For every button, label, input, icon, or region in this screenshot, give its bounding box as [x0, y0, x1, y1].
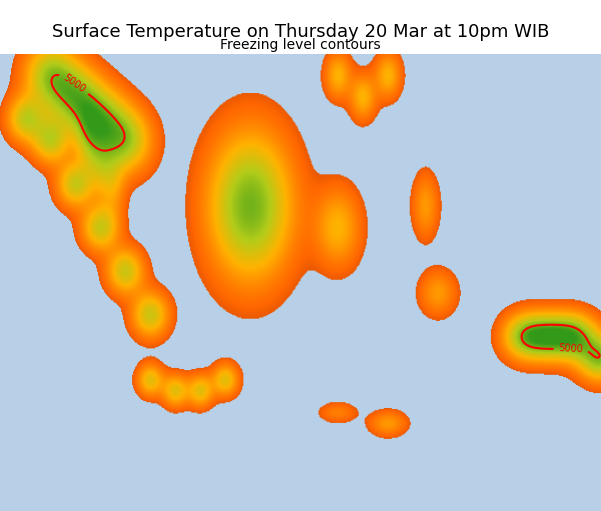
Text: 5000: 5000 — [558, 343, 584, 355]
Text: Freezing level contours: Freezing level contours — [220, 38, 381, 52]
Text: Surface Temperature on Thursday 20 Mar at 10pm WIB: Surface Temperature on Thursday 20 Mar a… — [52, 23, 549, 41]
Text: 5000: 5000 — [61, 73, 87, 95]
